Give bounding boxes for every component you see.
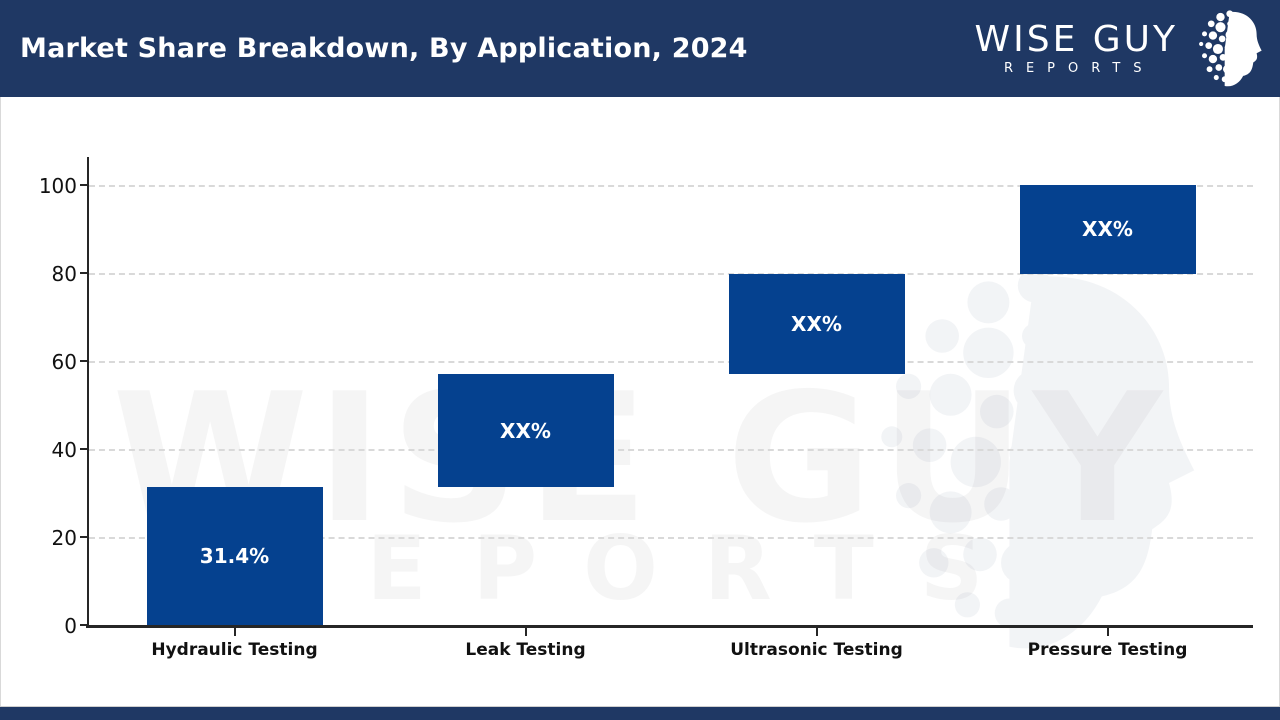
bar-pressure-testing: XX%	[1019, 185, 1196, 274]
wise-guy-reports-logo: WISE GUY REPORTS	[975, 7, 1267, 91]
y-tick-100	[80, 184, 87, 186]
bar-hydraulic-testing: 31.4%	[146, 486, 323, 625]
logo-wordmark: WISE GUY	[974, 19, 1178, 60]
x-axis-line	[86, 625, 1253, 628]
y-tick-60	[80, 360, 87, 362]
logo-text: WISE GUY REPORTS	[974, 19, 1179, 76]
gridline-20	[89, 537, 1253, 539]
x-tick-pressure-testing	[1106, 628, 1109, 636]
y-tick-label-80: 80	[51, 262, 77, 286]
y-tick-80	[80, 272, 87, 274]
y-tick-label-20: 20	[51, 526, 77, 550]
bar-leak-testing: XX%	[437, 374, 614, 487]
bar-value-label-leak-testing: XX%	[500, 418, 551, 443]
logo-subtitle: REPORTS	[1003, 61, 1155, 76]
y-tick-label-40: 40	[51, 438, 77, 462]
dotted-head-icon	[1199, 9, 1262, 86]
category-label-pressure-testing: Pressure Testing	[1027, 640, 1188, 660]
header-bar: Market Share Breakdown, By Application, …	[0, 0, 1280, 97]
category-label-leak-testing: Leak Testing	[465, 640, 586, 660]
bar-ultrasonic-testing: XX%	[728, 273, 905, 375]
gridline-40	[89, 449, 1253, 451]
y-tick-40	[80, 448, 87, 450]
gridline-100	[89, 185, 1253, 187]
y-tick-0	[80, 624, 87, 626]
bar-value-label-ultrasonic-testing: XX%	[791, 312, 842, 337]
footer-divider	[0, 706, 1280, 707]
x-tick-leak-testing	[524, 628, 527, 636]
chart-title: Market Share Breakdown, By Application, …	[20, 33, 748, 64]
category-label-ultrasonic-testing: Ultrasonic Testing	[730, 640, 903, 660]
plot-area: WISE GUY REPORTS 02040608010031.4%Hydrau…	[0, 97, 1280, 707]
x-tick-hydraulic-testing	[233, 628, 236, 636]
y-tick-label-100: 100	[38, 174, 77, 198]
y-tick-label-0: 0	[64, 614, 77, 638]
bar-value-label-hydraulic-testing: 31.4%	[199, 543, 270, 568]
y-axis-line	[87, 157, 89, 627]
footer-bar	[0, 707, 1280, 720]
x-tick-ultrasonic-testing	[815, 628, 818, 636]
y-tick-label-60: 60	[51, 350, 77, 374]
category-label-hydraulic-testing: Hydraulic Testing	[151, 640, 318, 660]
y-tick-20	[80, 536, 87, 538]
watermark-subtitle: REPORTS	[253, 517, 1029, 620]
bar-value-label-pressure-testing: XX%	[1082, 217, 1133, 242]
gridline-60	[89, 361, 1253, 363]
gridline-80	[89, 273, 1253, 275]
